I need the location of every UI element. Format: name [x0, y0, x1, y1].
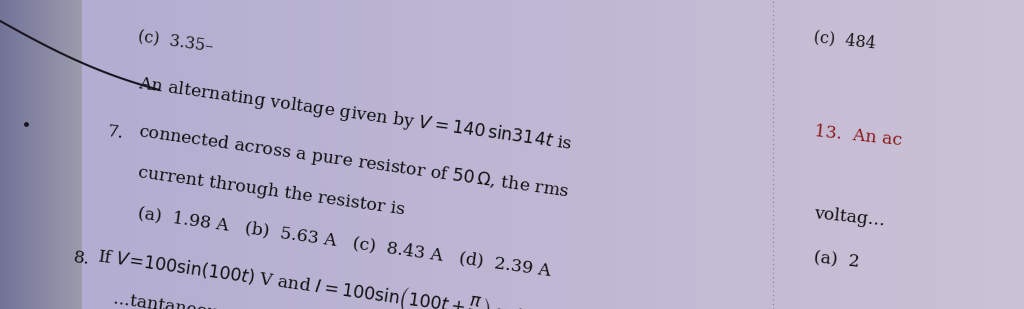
Text: ...tantaneous values of voltage and current,: ...tantaneous values of voltage and curr… — [96, 288, 495, 309]
Text: (a)  2: (a) 2 — [813, 250, 861, 271]
Text: 13.  An ac: 13. An ac — [813, 123, 902, 149]
Text: (c)  3.35–: (c) 3.35– — [137, 29, 214, 56]
Text: An alternating voltage given by $V = 140\,\mathrm{sin}314t$ is: An alternating voltage given by $V = 140… — [137, 73, 573, 155]
Text: 7.: 7. — [106, 123, 125, 142]
Text: current through the resistor is: current through the resistor is — [137, 165, 407, 219]
Text: (a)  1.98 A   (b)  5.63 A   (c)  8.43 A   (d)  2.39 A: (a) 1.98 A (b) 5.63 A (c) 8.43 A (d) 2.3… — [137, 205, 552, 280]
Text: voltag…: voltag… — [813, 205, 886, 229]
Text: connected across a pure resistor of $50\,\Omega$, the rms: connected across a pure resistor of $50\… — [137, 121, 570, 202]
Text: 8.: 8. — [73, 250, 91, 269]
Text: If $V\!=\!100\sin(100t)$ V and $I = 100\sin\!\left(100t + \dfrac{\pi}{3}\right)$: If $V\!=\!100\sin(100t)$ V and $I = 100\… — [95, 242, 529, 309]
Text: (c)  484: (c) 484 — [813, 29, 877, 52]
